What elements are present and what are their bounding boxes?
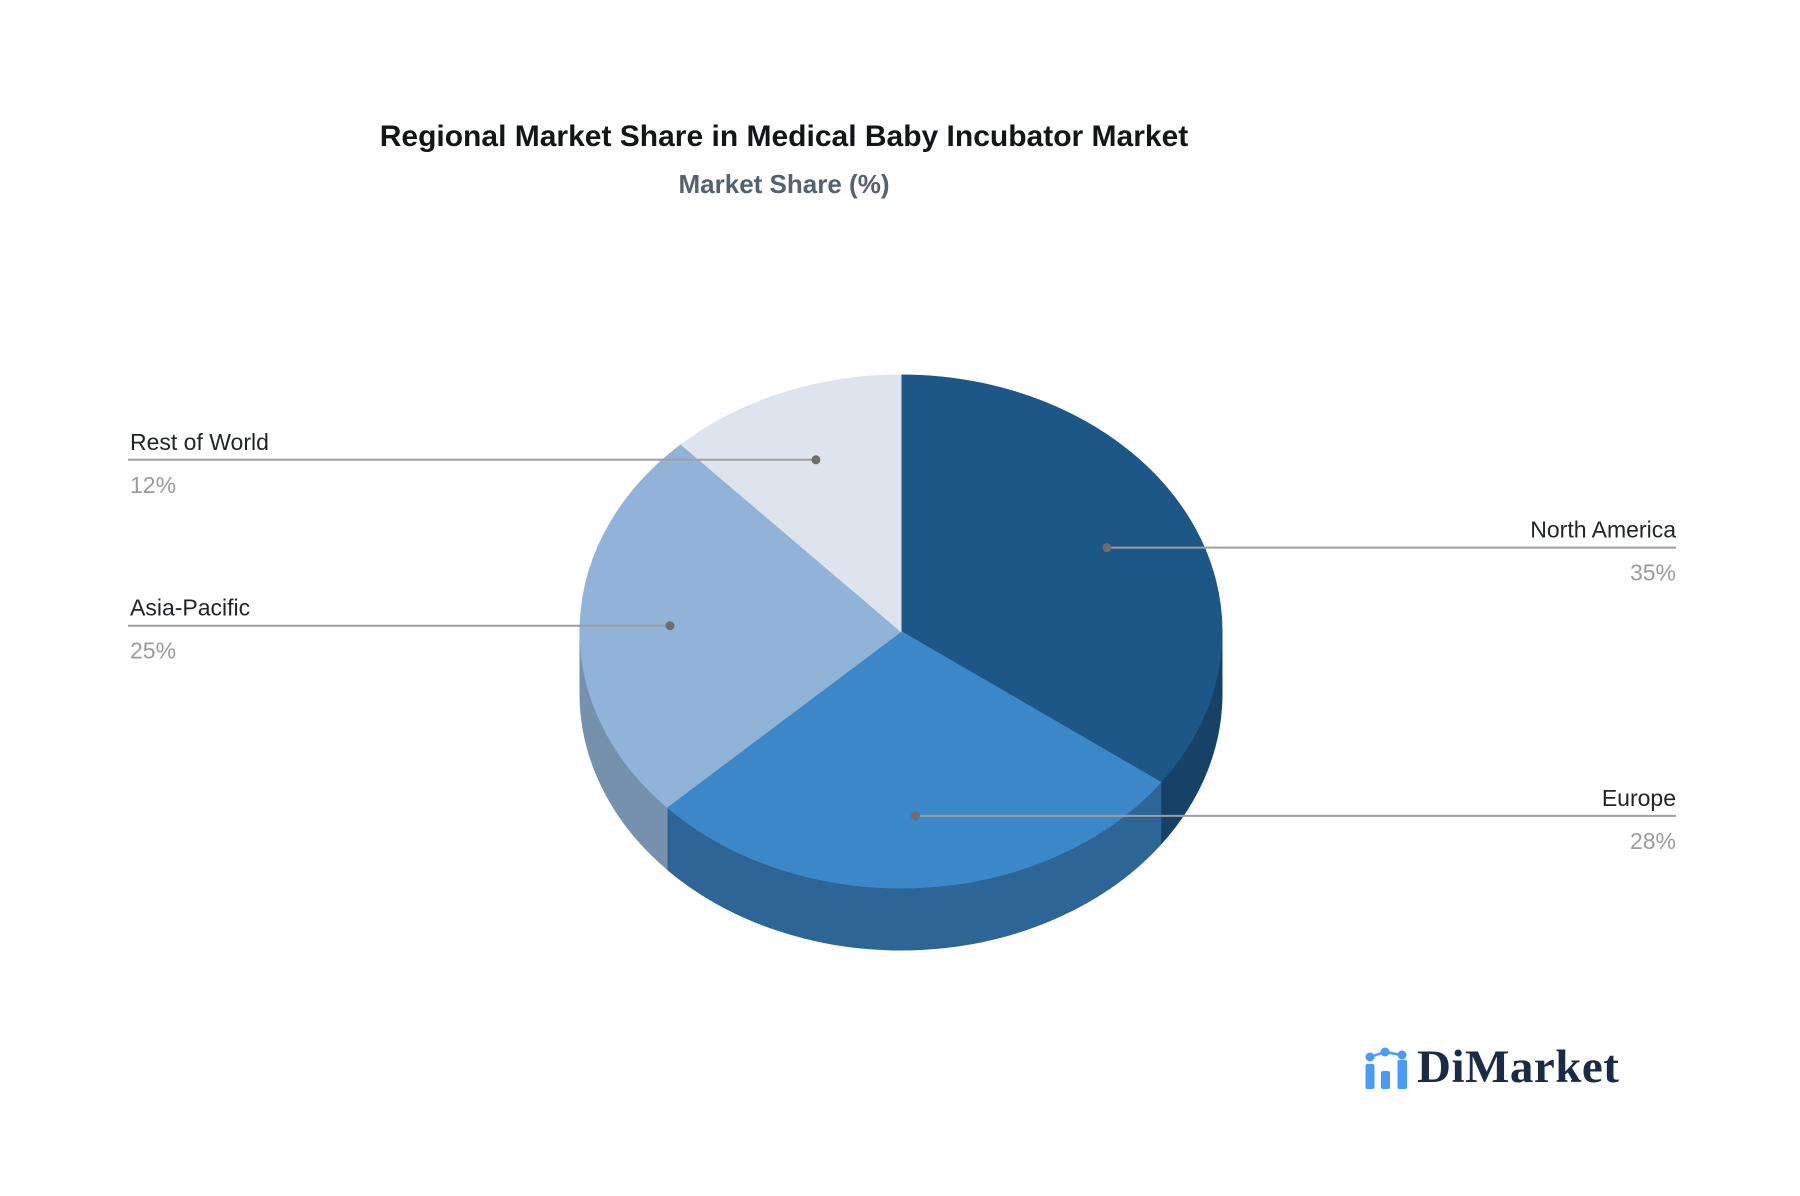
slice-value-north-america: 35% xyxy=(1630,560,1676,586)
brand-logo[interactable]: DiMarket xyxy=(1363,1040,1653,1100)
slice-label-asia-pacific: Asia-Pacific xyxy=(130,595,250,621)
leader-dot-north-america xyxy=(1102,543,1112,553)
slice-label-europe: Europe xyxy=(1602,785,1676,811)
pie-slice-rest-of-world[interactable] xyxy=(680,374,902,633)
chart-subtitle: Market Share (%) xyxy=(678,169,890,199)
chart-title: Regional Market Share in Medical Baby In… xyxy=(379,120,1189,153)
pie-slice-europe[interactable] xyxy=(666,630,1162,889)
slice-value-europe: 28% xyxy=(1630,828,1676,854)
pie-slice-asia-pacific[interactable] xyxy=(579,443,902,808)
leader-dot-europe xyxy=(911,811,921,821)
slice-value-rest-of-world: 12% xyxy=(130,472,176,498)
bar-chart-icon xyxy=(1365,1047,1407,1089)
pie-slice-north-america[interactable] xyxy=(900,374,1223,783)
slice-value-asia-pacific: 25% xyxy=(130,638,176,664)
slice-label-rest-of-world: Rest of World xyxy=(130,429,269,455)
leader-dot-rest-of-world xyxy=(811,455,821,465)
brand-logo-text: DiMarket xyxy=(1417,1041,1620,1093)
slice-label-north-america: North America xyxy=(1530,517,1676,543)
leader-dot-asia-pacific xyxy=(665,621,675,631)
